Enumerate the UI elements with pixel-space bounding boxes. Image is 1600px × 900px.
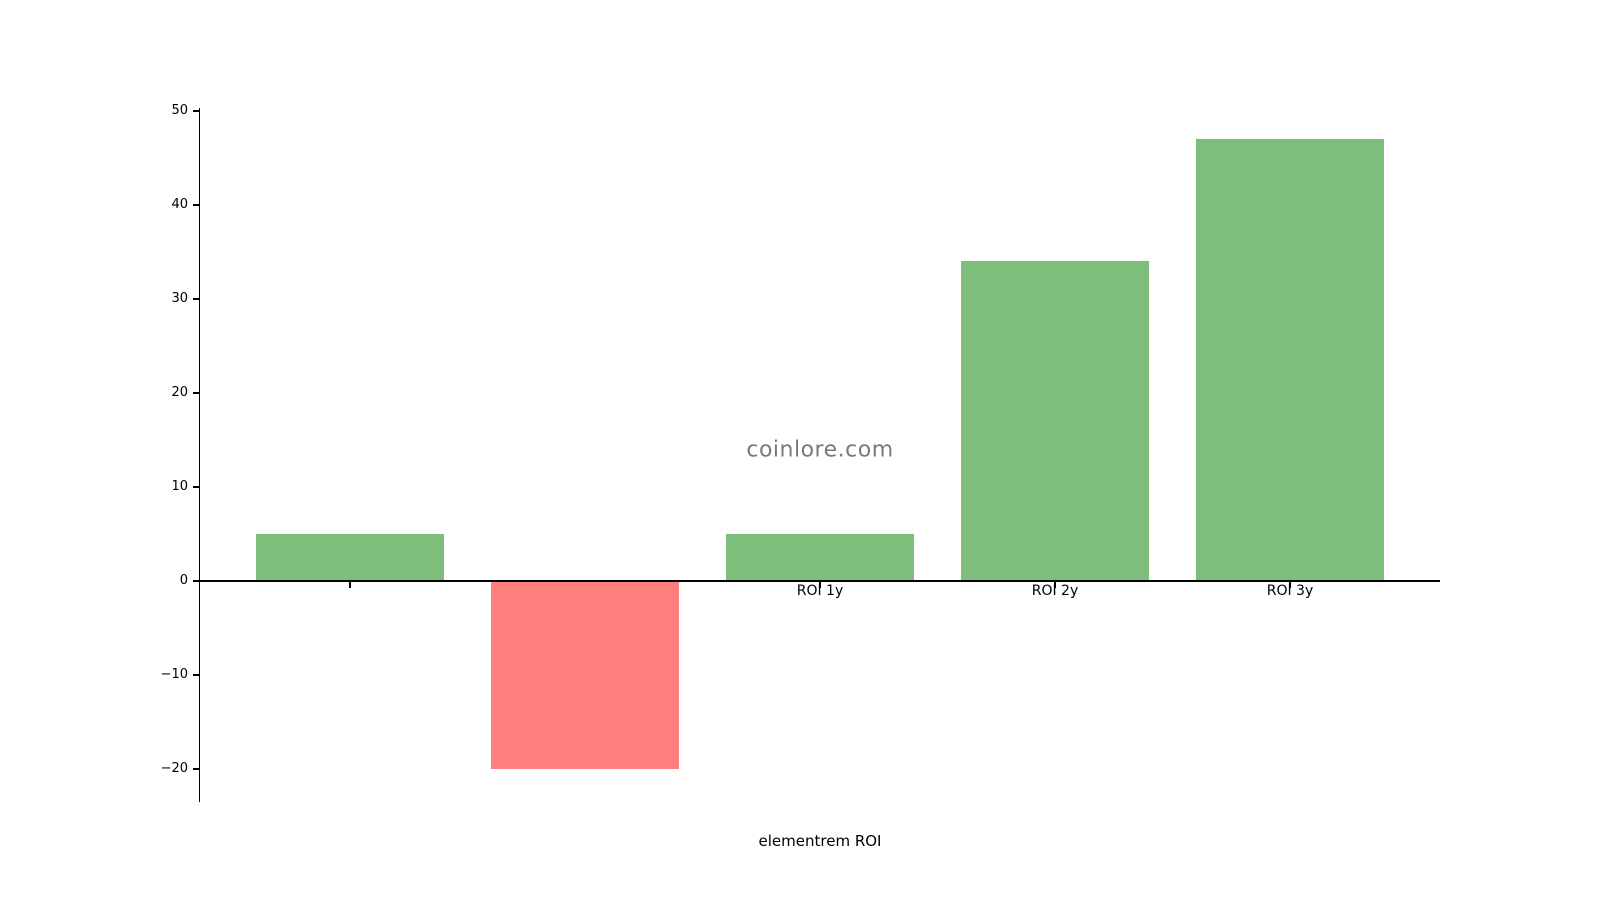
bar-series-1: [256, 534, 444, 581]
x-tick: [1289, 581, 1291, 588]
y-tick: [193, 486, 199, 488]
y-tick-label: 40: [171, 197, 188, 212]
y-tick: [193, 580, 199, 582]
y-tick-label: −20: [160, 761, 188, 776]
x-axis-zero-line: [198, 580, 1440, 582]
x-tick-label: ROI 1y: [796, 583, 844, 599]
y-tick-label: −10: [160, 667, 188, 682]
y-tick: [193, 298, 199, 300]
y-tick-label: 30: [171, 291, 188, 306]
y-tick-label: 0: [179, 573, 188, 588]
y-tick-label: 50: [171, 103, 188, 118]
bar-roi-2y: [961, 261, 1149, 581]
x-tick: [819, 581, 821, 588]
bar-roi-3y: [1196, 139, 1384, 581]
y-tick: [193, 204, 199, 206]
y-tick: [193, 674, 199, 676]
y-tick: [193, 768, 199, 770]
y-tick: [193, 392, 199, 394]
bar-roi-1y: [726, 534, 914, 581]
x-axis-title: elementrem ROI: [758, 832, 882, 850]
y-tick: [193, 110, 199, 112]
watermark: coinlore.com: [746, 437, 894, 463]
x-tick-label: ROI 3y: [1266, 583, 1314, 599]
x-tick: [349, 581, 351, 588]
x-tick-label: ROI 2y: [1031, 583, 1079, 599]
y-tick-label: 10: [171, 479, 188, 494]
y-axis-line: [198, 108, 200, 802]
x-tick: [1054, 581, 1056, 588]
y-tick-label: 20: [171, 385, 188, 400]
bar-series-2: [491, 581, 679, 769]
